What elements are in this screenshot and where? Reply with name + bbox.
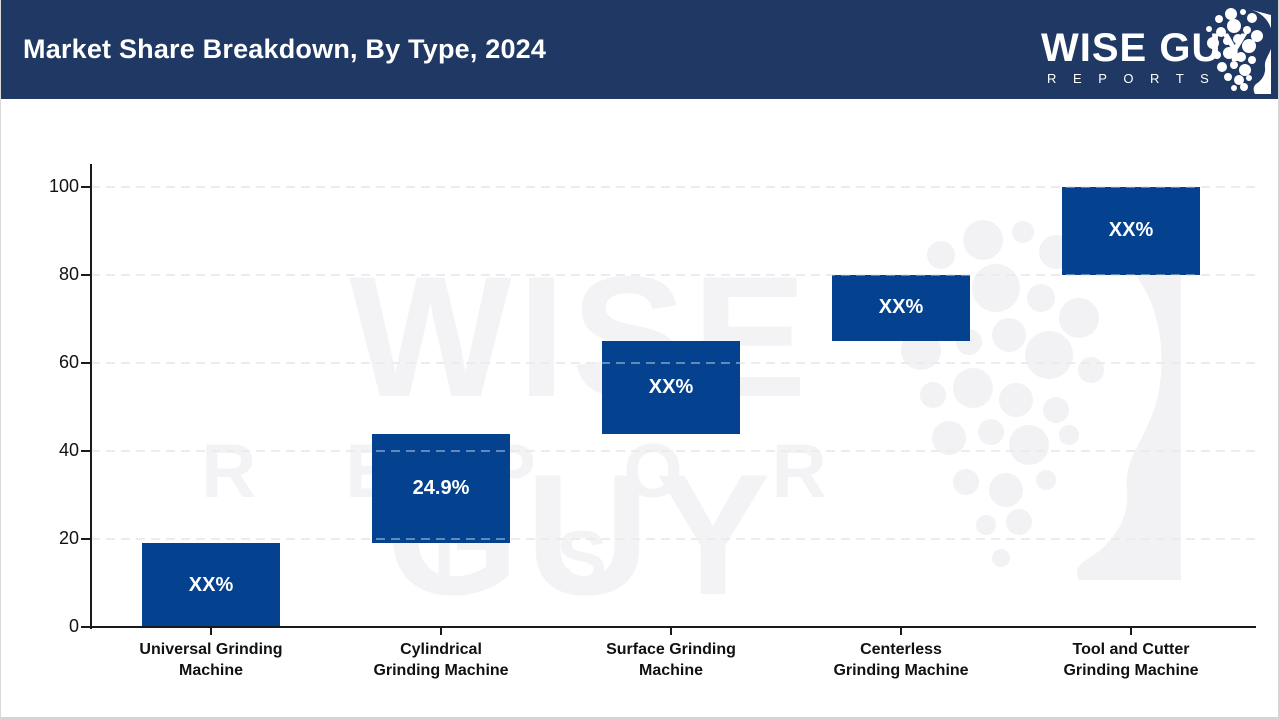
chart-title: Market Share Breakdown, By Type, 2024 [23, 34, 547, 64]
gridline-100 [91, 185, 1255, 188]
y-tick-label-40: 40 [58, 439, 79, 460]
y-axis-line [90, 164, 92, 629]
bar-value-label: 24.9% [412, 476, 470, 499]
y-tick-20 [81, 537, 91, 540]
header-bar: Market Share Breakdown, By Type, 2024 WI… [1, 0, 1278, 99]
y-tick-label-0: 0 [68, 616, 79, 636]
bar-value-label: XX% [648, 375, 694, 398]
watermark-subtext: R E P O R T S [201, 429, 861, 601]
gridline-overlay-100 [91, 185, 1255, 188]
x-category-label: Universal Grinding Machine [139, 641, 283, 679]
bar-value-label: XX% [878, 296, 924, 319]
y-tick-80 [81, 273, 91, 276]
y-tick-label-20: 20 [58, 527, 79, 548]
y-tick-60 [81, 361, 91, 364]
gridline-40 [91, 449, 1255, 452]
y-tick-0 [81, 626, 91, 628]
gridline-overlay-40 [91, 449, 1255, 452]
bar-segment: XX% [142, 543, 280, 627]
x-tick [900, 628, 902, 635]
gridline-overlay-80 [91, 273, 1255, 276]
bar-segment: XX% [1062, 186, 1200, 275]
y-tick-label-60: 60 [58, 351, 79, 372]
gridline-overlay-20 [91, 537, 1255, 540]
bar-value-label: XX% [188, 573, 234, 596]
bar-segment: XX% [832, 274, 970, 341]
x-tick [670, 628, 672, 635]
x-axis-line [90, 626, 1256, 628]
y-tick-100 [81, 185, 91, 188]
bar-segment: 24.9% [372, 433, 510, 544]
x-category-label: Centerless Grinding Machine [833, 641, 969, 679]
x-tick [210, 628, 212, 635]
x-category-label: Surface Grinding Machine [606, 641, 736, 679]
x-category-label: Tool and Cutter Grinding Machine [1063, 641, 1199, 679]
bar-segment: XX% [602, 340, 740, 434]
logo-subtext: R E P O R T S [1047, 71, 1215, 86]
y-tick-label-80: 80 [58, 263, 79, 284]
logo-head-icon [1206, 7, 1271, 94]
x-category-label: Cylindrical Grinding Machine [373, 641, 509, 679]
wise-guy-reports-logo: WISE GUY R E P O R T S [1041, 7, 1271, 94]
gridline-80 [91, 273, 1255, 276]
y-tick-40 [81, 449, 91, 452]
x-tick [440, 628, 442, 635]
gridline-20 [91, 537, 1255, 540]
bar-value-label: XX% [1108, 219, 1154, 242]
gridline-overlay-60 [91, 361, 1255, 364]
y-tick-label-100: 100 [48, 175, 79, 196]
x-tick [1130, 628, 1132, 635]
